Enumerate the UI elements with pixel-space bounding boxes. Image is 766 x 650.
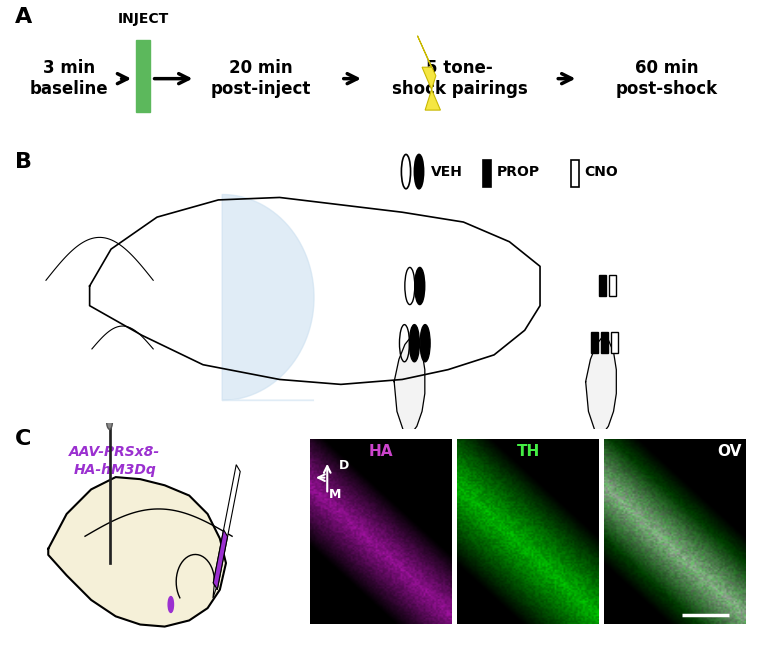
Polygon shape: [586, 337, 617, 436]
Bar: [591, 332, 598, 353]
Bar: [609, 274, 616, 296]
Polygon shape: [213, 530, 228, 590]
Bar: [571, 161, 579, 187]
Polygon shape: [417, 36, 440, 110]
Text: VEH: VEH: [430, 164, 463, 179]
Polygon shape: [213, 465, 241, 590]
Polygon shape: [222, 194, 314, 400]
Polygon shape: [213, 584, 216, 598]
Text: B: B: [15, 151, 32, 172]
Circle shape: [169, 597, 174, 612]
Text: 3 min
baseline: 3 min baseline: [30, 59, 108, 98]
Text: INJECT: INJECT: [118, 12, 169, 26]
Text: AAV-PRSx8-
HA-hM3Dq: AAV-PRSx8- HA-hM3Dq: [70, 445, 160, 476]
Circle shape: [106, 411, 113, 430]
Circle shape: [415, 267, 425, 305]
Text: OV: OV: [718, 445, 741, 460]
Text: M: M: [329, 488, 341, 501]
Bar: [599, 274, 606, 296]
Circle shape: [410, 324, 420, 362]
Circle shape: [421, 324, 430, 362]
Bar: [483, 161, 491, 187]
Text: 5 tone-
shock pairings: 5 tone- shock pairings: [391, 59, 528, 98]
Bar: [109, 427, 110, 564]
Polygon shape: [394, 337, 425, 436]
Text: TH: TH: [516, 445, 540, 460]
Bar: [136, 40, 150, 112]
Text: A: A: [15, 7, 33, 27]
Bar: [611, 332, 618, 353]
Polygon shape: [48, 477, 226, 627]
Text: D: D: [339, 459, 349, 472]
Text: HA: HA: [369, 445, 393, 460]
Text: C: C: [15, 430, 31, 449]
Text: CNO: CNO: [584, 164, 618, 179]
Text: PROP: PROP: [496, 164, 539, 179]
Text: 60 min
post-shock: 60 min post-shock: [615, 59, 718, 98]
Circle shape: [414, 155, 424, 188]
Text: 20 min
post-inject: 20 min post-inject: [210, 59, 311, 98]
Bar: [601, 332, 608, 353]
